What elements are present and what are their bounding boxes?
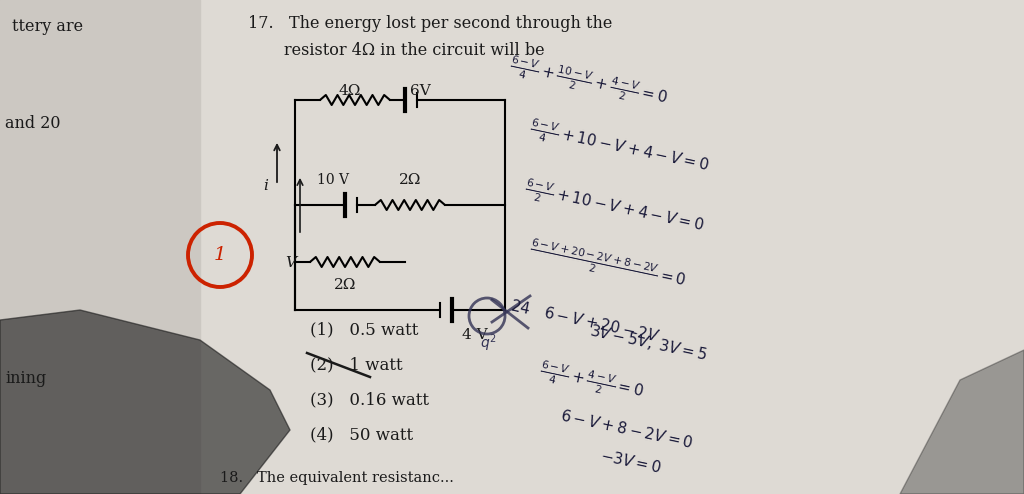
Text: $-3V = 0$: $-3V = 0$ — [598, 447, 663, 476]
Text: 4 V: 4 V — [462, 328, 487, 342]
Text: $\frac{6-V}{4} + \frac{10-V}{2} + \frac{4-V}{2} = 0$: $\frac{6-V}{4} + \frac{10-V}{2} + \frac{… — [507, 52, 670, 111]
Text: $\frac{6-V}{2} + 10-V + 4-V = 0$: $\frac{6-V}{2} + 10-V + 4-V = 0$ — [522, 175, 707, 239]
Text: 1: 1 — [214, 246, 226, 264]
Text: $\frac{6-V}{4} + 10-V + 4-V = 0$: $\frac{6-V}{4} + 10-V + 4-V = 0$ — [527, 116, 712, 179]
Text: $6-V+8-2V = 0$: $6-V+8-2V = 0$ — [558, 407, 694, 451]
Bar — [0, 0, 200, 494]
Text: 10 V: 10 V — [317, 173, 349, 187]
Text: resistor 4Ω in the circuit will be: resistor 4Ω in the circuit will be — [248, 42, 545, 59]
Text: 2Ω: 2Ω — [334, 278, 356, 292]
Text: (4)   50 watt: (4) 50 watt — [310, 426, 413, 444]
Text: $3V-5V, \; 3V=5$: $3V-5V, \; 3V=5$ — [588, 321, 709, 364]
Text: ining: ining — [5, 370, 46, 387]
Text: (1)   0.5 watt: (1) 0.5 watt — [310, 322, 419, 338]
Text: ttery are: ttery are — [12, 18, 83, 35]
Text: and 20: and 20 — [5, 115, 60, 132]
Text: 17.   The energy lost per second through the: 17. The energy lost per second through t… — [248, 15, 612, 32]
Text: $24 \quad 6-V+20-2V$: $24 \quad 6-V+20-2V$ — [508, 297, 662, 345]
Text: 4Ω: 4Ω — [339, 84, 361, 98]
Polygon shape — [0, 310, 290, 494]
Text: i: i — [263, 179, 268, 193]
Text: $\frac{6-V+20-2V+8-2V}{2} = 0$: $\frac{6-V+20-2V+8-2V}{2} = 0$ — [527, 236, 688, 293]
Text: 2Ω: 2Ω — [398, 173, 421, 187]
Text: 18.   The equivalent resistanc...: 18. The equivalent resistanc... — [220, 471, 454, 485]
Polygon shape — [900, 350, 1024, 494]
Text: (2)   1 watt: (2) 1 watt — [310, 357, 402, 373]
Text: (3)   0.16 watt: (3) 0.16 watt — [310, 392, 429, 409]
Text: $q^2$: $q^2$ — [480, 332, 497, 354]
Text: $\frac{6-V}{4} + \frac{4-V}{2} = 0$: $\frac{6-V}{4} + \frac{4-V}{2} = 0$ — [538, 358, 646, 405]
Bar — [180, 0, 1024, 494]
Text: V: V — [285, 256, 296, 270]
Text: 6V: 6V — [410, 84, 430, 98]
